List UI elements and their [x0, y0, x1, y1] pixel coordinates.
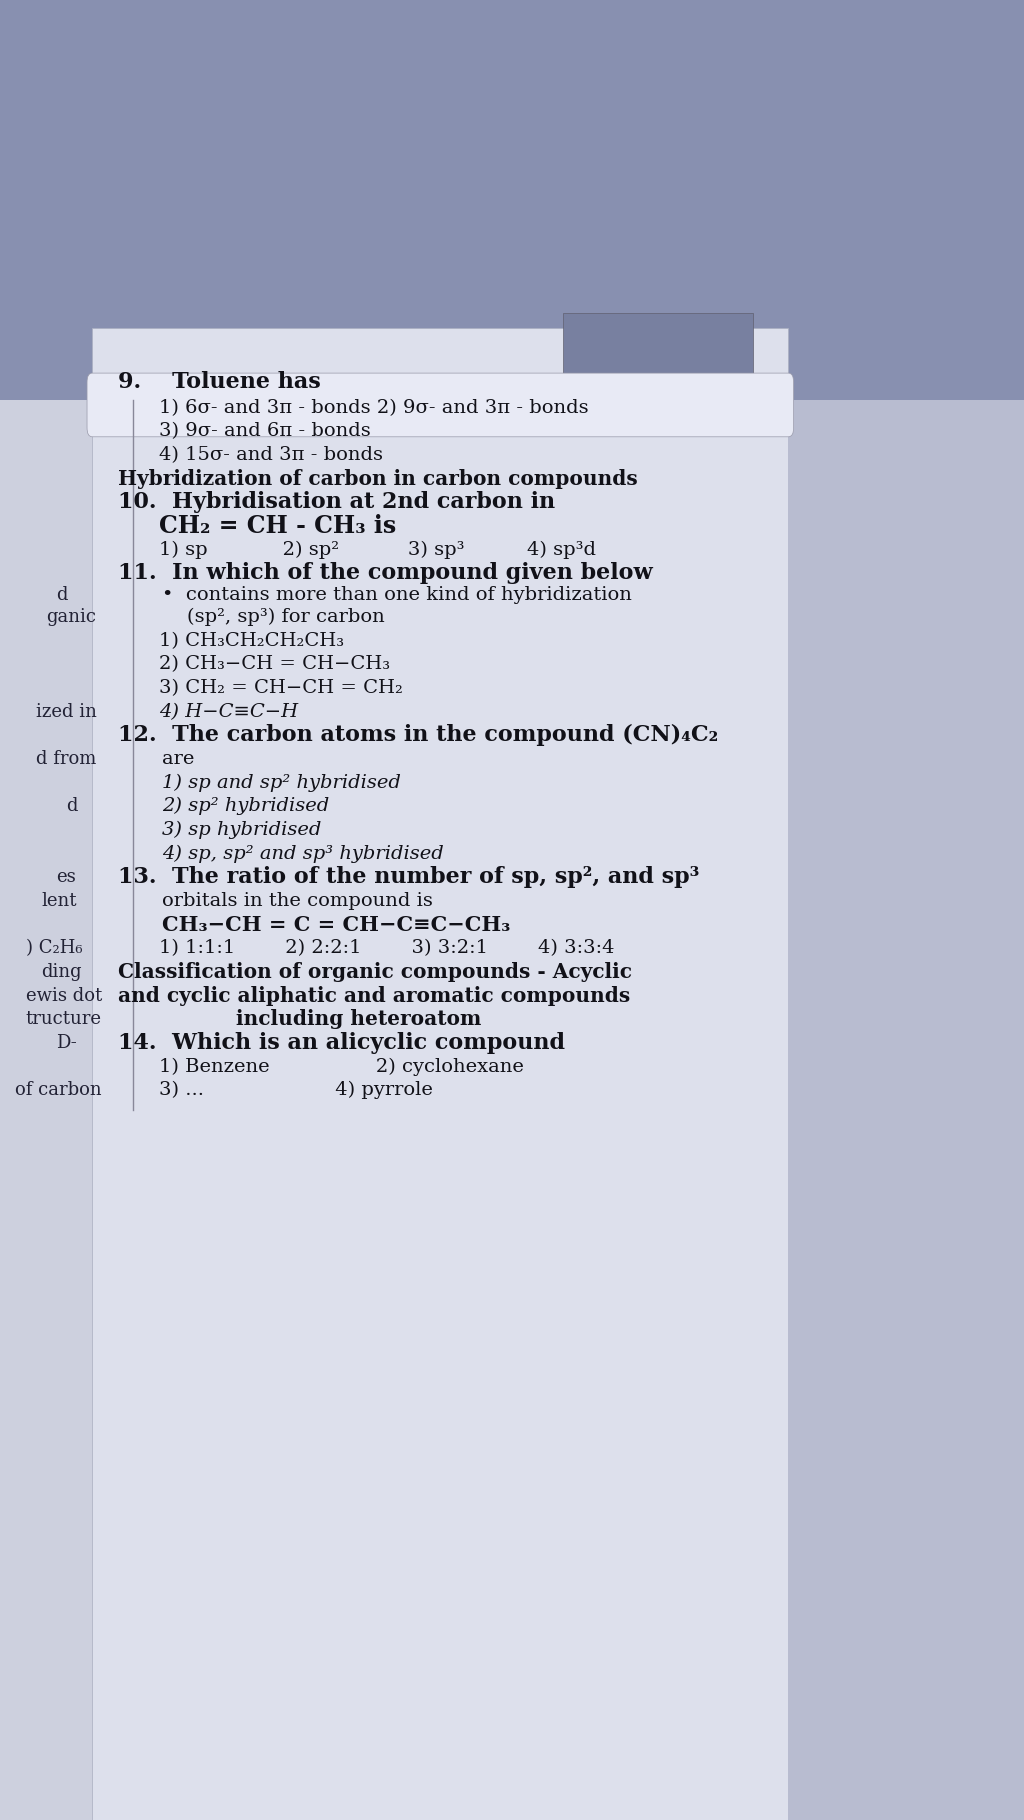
- Text: 1) sp and sp² hybridised: 1) sp and sp² hybridised: [162, 774, 400, 792]
- Text: CH₂ = CH - CH₃ is: CH₂ = CH - CH₃ is: [159, 513, 396, 539]
- Text: tructure: tructure: [26, 1010, 101, 1028]
- Text: 1) 6σ- and 3π - bonds 2) 9σ- and 3π - bonds: 1) 6σ- and 3π - bonds 2) 9σ- and 3π - bo…: [159, 399, 589, 417]
- Text: 3) 9σ- and 6π - bonds: 3) 9σ- and 6π - bonds: [159, 422, 371, 440]
- Text: d: d: [56, 586, 68, 604]
- Text: D-: D-: [56, 1034, 77, 1052]
- Text: 3) sp hybridised: 3) sp hybridised: [162, 821, 322, 839]
- Text: 3) ...                     4) pyrrole: 3) ... 4) pyrrole: [159, 1081, 432, 1099]
- Text: d: d: [67, 797, 78, 815]
- Text: 11.  In which of the compound given below: 11. In which of the compound given below: [118, 562, 652, 584]
- Text: 4) sp, sp² and sp³ hybridised: 4) sp, sp² and sp³ hybridised: [162, 844, 443, 863]
- Text: 2) CH₃−CH = CH−CH₃: 2) CH₃−CH = CH−CH₃: [159, 655, 390, 673]
- Text: ) C₂H₆: ) C₂H₆: [26, 939, 82, 957]
- Text: 13.  The ratio of the number of sp, sp², and sp³: 13. The ratio of the number of sp, sp², …: [118, 866, 699, 888]
- Text: Classification of organic compounds - Acyclic: Classification of organic compounds - Ac…: [118, 963, 632, 981]
- Text: CH₃−CH = C = CH−C≡C−CH₃: CH₃−CH = C = CH−C≡C−CH₃: [162, 915, 510, 934]
- Text: d from: d from: [36, 750, 96, 768]
- FancyBboxPatch shape: [87, 373, 794, 437]
- Text: 1) 1:1:1        2) 2:2:1        3) 3:2:1        4) 3:3:4: 1) 1:1:1 2) 2:2:1 3) 3:2:1 4) 3:3:4: [159, 939, 614, 957]
- Text: ewis dot: ewis dot: [26, 986, 101, 1005]
- Bar: [0, 400, 92, 1820]
- Text: including heteroatom: including heteroatom: [236, 1010, 481, 1028]
- Text: 10.  Hybridisation at 2nd carbon in: 10. Hybridisation at 2nd carbon in: [118, 491, 555, 513]
- Text: •  contains more than one kind of hybridization: • contains more than one kind of hybridi…: [162, 586, 632, 604]
- Text: 1) sp            2) sp²           3) sp³          4) sp³d: 1) sp 2) sp² 3) sp³ 4) sp³d: [159, 541, 596, 559]
- Text: 1) CH₃CH₂CH₂CH₃: 1) CH₃CH₂CH₂CH₃: [159, 632, 344, 650]
- Text: 9.    Toluene has: 9. Toluene has: [118, 371, 321, 393]
- Bar: [0, 0, 1024, 400]
- Text: 12.  The carbon atoms in the compound (CN)₄C₂: 12. The carbon atoms in the compound (CN…: [118, 724, 718, 746]
- Bar: [788, 400, 1024, 1820]
- Text: 2) sp² hybridised: 2) sp² hybridised: [162, 797, 329, 815]
- Text: 1) Benzene                 2) cyclohexane: 1) Benzene 2) cyclohexane: [159, 1057, 523, 1076]
- Text: lent: lent: [41, 892, 77, 910]
- Text: ized in: ized in: [36, 703, 96, 721]
- Bar: [563, 313, 753, 422]
- Text: Hybridization of carbon in carbon compounds: Hybridization of carbon in carbon compou…: [118, 470, 638, 488]
- Text: 4) H−C≡C−H: 4) H−C≡C−H: [159, 703, 298, 721]
- Text: 3) CH₂ = CH−CH = CH₂: 3) CH₂ = CH−CH = CH₂: [159, 679, 402, 697]
- Text: are: are: [162, 750, 195, 768]
- Text: 14.  Which is an alicyclic compound: 14. Which is an alicyclic compound: [118, 1032, 565, 1054]
- Text: es: es: [56, 868, 76, 886]
- Text: ganic: ganic: [46, 608, 96, 626]
- Bar: [92, 328, 788, 1820]
- Text: of carbon: of carbon: [15, 1081, 102, 1099]
- Text: orbitals in the compound is: orbitals in the compound is: [162, 892, 433, 910]
- Text: 4) 15σ- and 3π - bonds: 4) 15σ- and 3π - bonds: [159, 446, 383, 464]
- Text: ding: ding: [41, 963, 82, 981]
- Text: and cyclic aliphatic and aromatic compounds: and cyclic aliphatic and aromatic compou…: [118, 986, 630, 1005]
- Text: (sp², sp³) for carbon: (sp², sp³) for carbon: [162, 608, 385, 626]
